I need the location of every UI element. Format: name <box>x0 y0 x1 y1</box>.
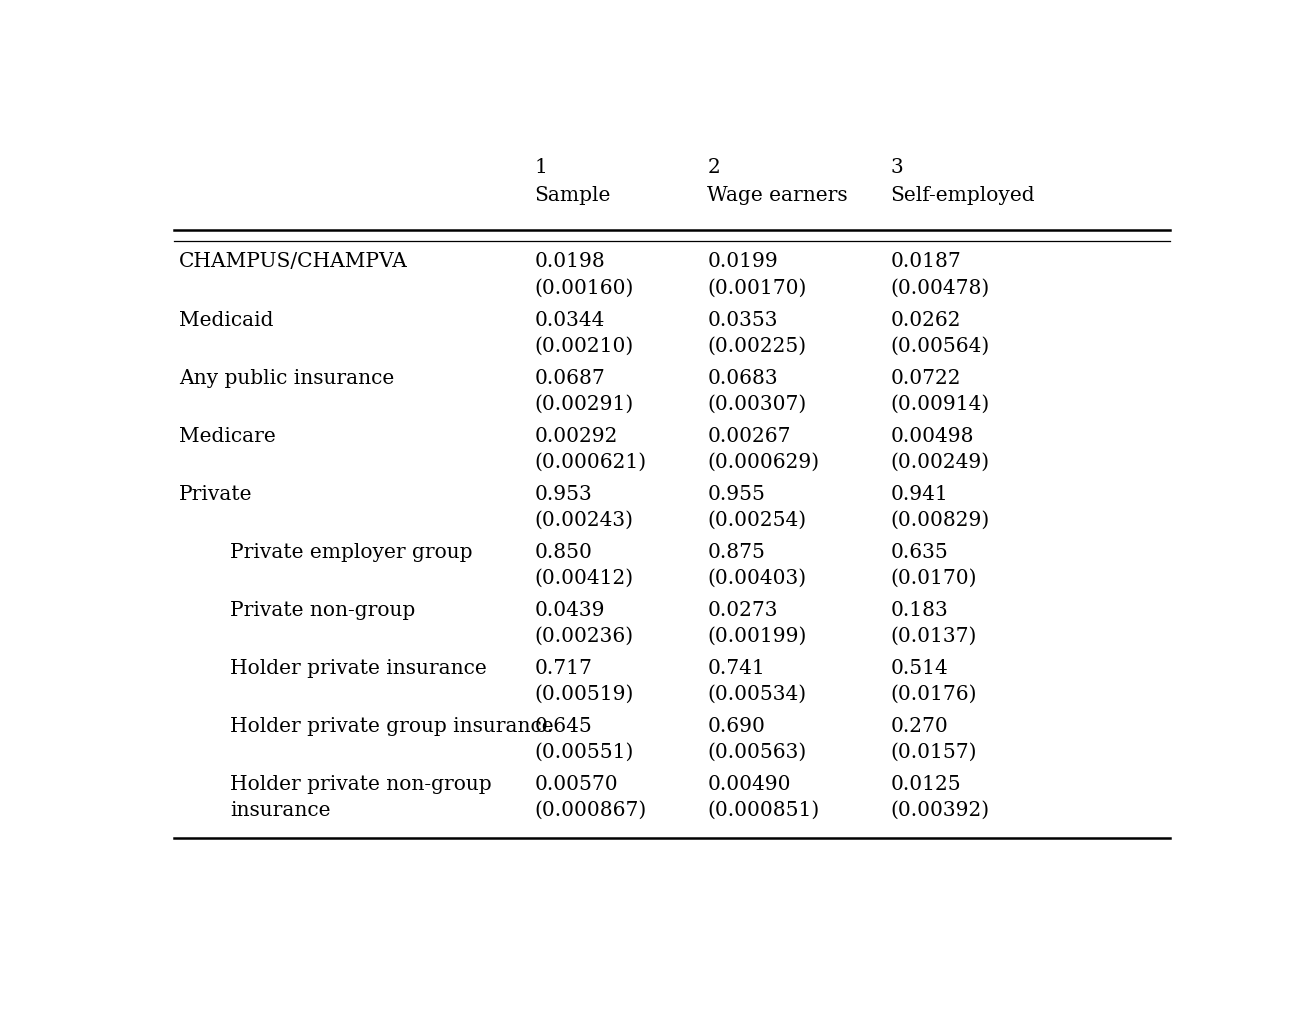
Text: 0.514: 0.514 <box>890 659 948 678</box>
Text: (0.000629): (0.000629) <box>708 452 819 472</box>
Text: 0.00490: 0.00490 <box>708 775 791 794</box>
Text: 0.741: 0.741 <box>708 659 766 678</box>
Text: (0.000851): (0.000851) <box>708 801 819 820</box>
Text: (0.0170): (0.0170) <box>890 569 977 588</box>
Text: 0.690: 0.690 <box>708 717 766 736</box>
Text: (0.00392): (0.00392) <box>890 801 990 820</box>
Text: 0.0439: 0.0439 <box>535 601 606 620</box>
Text: 0.0262: 0.0262 <box>890 311 961 329</box>
Text: Self-employed: Self-employed <box>890 185 1034 205</box>
Text: (0.00829): (0.00829) <box>890 511 990 530</box>
Text: 0.270: 0.270 <box>890 717 948 736</box>
Text: Private non-group: Private non-group <box>229 601 416 620</box>
Text: 0.00570: 0.00570 <box>535 775 619 794</box>
Text: 0.0687: 0.0687 <box>535 369 606 387</box>
Text: 1: 1 <box>535 158 548 177</box>
Text: 0.955: 0.955 <box>708 485 766 503</box>
Text: (0.00307): (0.00307) <box>708 394 806 414</box>
Text: Medicaid: Medicaid <box>180 311 274 329</box>
Text: (0.00160): (0.00160) <box>535 278 635 298</box>
Text: 0.850: 0.850 <box>535 543 593 561</box>
Text: (0.00249): (0.00249) <box>890 452 990 472</box>
Text: (0.00199): (0.00199) <box>708 627 806 646</box>
Text: (0.00478): (0.00478) <box>890 278 990 298</box>
Text: Holder private insurance: Holder private insurance <box>229 659 486 678</box>
Text: (0.00291): (0.00291) <box>535 394 635 414</box>
Text: (0.0176): (0.0176) <box>890 685 977 704</box>
Text: 0.717: 0.717 <box>535 659 593 678</box>
Text: (0.000621): (0.000621) <box>535 452 646 472</box>
Text: 0.0199: 0.0199 <box>708 253 779 271</box>
Text: 0.645: 0.645 <box>535 717 593 736</box>
Text: 0.0722: 0.0722 <box>890 369 961 387</box>
Text: 0.0273: 0.0273 <box>708 601 777 620</box>
Text: 0.875: 0.875 <box>708 543 766 561</box>
Text: Any public insurance: Any public insurance <box>180 369 395 387</box>
Text: (0.00564): (0.00564) <box>890 336 990 356</box>
Text: 0.0344: 0.0344 <box>535 311 606 329</box>
Text: (0.000867): (0.000867) <box>535 801 646 820</box>
Text: Holder private group insurance: Holder private group insurance <box>229 717 553 736</box>
Text: 2: 2 <box>708 158 720 177</box>
Text: 0.635: 0.635 <box>890 543 948 561</box>
Text: CHAMPUS/CHAMPVA: CHAMPUS/CHAMPVA <box>180 253 408 271</box>
Text: 0.0198: 0.0198 <box>535 253 606 271</box>
Text: (0.00170): (0.00170) <box>708 278 806 298</box>
Text: (0.00254): (0.00254) <box>708 511 806 530</box>
Text: insurance: insurance <box>229 801 330 820</box>
Text: 3: 3 <box>890 158 903 177</box>
Text: 0.953: 0.953 <box>535 485 593 503</box>
Text: (0.0157): (0.0157) <box>890 743 977 762</box>
Text: (0.00534): (0.00534) <box>708 685 806 704</box>
Text: Private: Private <box>180 485 253 503</box>
Text: (0.00551): (0.00551) <box>535 743 635 762</box>
Text: (0.0137): (0.0137) <box>890 627 977 646</box>
Text: 0.183: 0.183 <box>890 601 948 620</box>
Text: 0.00498: 0.00498 <box>890 427 974 445</box>
Text: (0.00236): (0.00236) <box>535 627 633 646</box>
Text: 0.00292: 0.00292 <box>535 427 617 445</box>
Text: (0.00412): (0.00412) <box>535 569 633 588</box>
Text: 0.0187: 0.0187 <box>890 253 961 271</box>
Text: (0.00563): (0.00563) <box>708 743 806 762</box>
Text: (0.00243): (0.00243) <box>535 511 633 530</box>
Text: (0.00210): (0.00210) <box>535 336 635 356</box>
Text: (0.00403): (0.00403) <box>708 569 806 588</box>
Text: 0.941: 0.941 <box>890 485 948 503</box>
Text: Wage earners: Wage earners <box>708 185 848 205</box>
Text: 0.0353: 0.0353 <box>708 311 777 329</box>
Text: (0.00914): (0.00914) <box>890 394 990 414</box>
Text: Private employer group: Private employer group <box>229 543 472 561</box>
Text: Medicare: Medicare <box>180 427 275 445</box>
Text: 0.0683: 0.0683 <box>708 369 777 387</box>
Text: Sample: Sample <box>535 185 611 205</box>
Text: 0.00267: 0.00267 <box>708 427 791 445</box>
Text: Holder private non-group: Holder private non-group <box>229 775 492 794</box>
Text: 0.0125: 0.0125 <box>890 775 961 794</box>
Text: (0.00519): (0.00519) <box>535 685 635 704</box>
Text: (0.00225): (0.00225) <box>708 336 806 356</box>
